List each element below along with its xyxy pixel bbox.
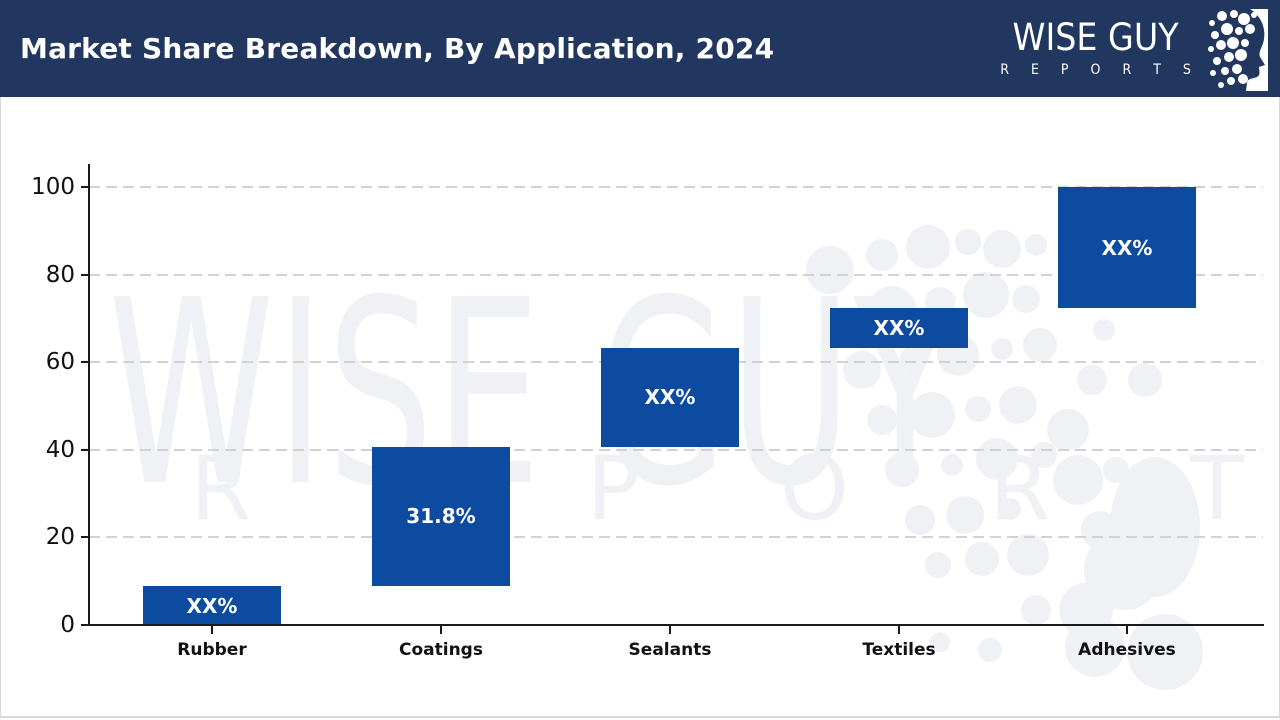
y-tick-label-100: 100 xyxy=(31,174,75,200)
gridline-20 xyxy=(89,536,1263,539)
logo-name: WISE GUY xyxy=(1012,16,1179,59)
page-title: Market Share Breakdown, By Application, … xyxy=(20,32,775,65)
y-axis-line xyxy=(88,164,90,625)
bar-sealants xyxy=(601,348,739,447)
x-tick-label-rubber: Rubber xyxy=(177,640,247,660)
bar-coatings xyxy=(372,446,510,586)
y-tick-20 xyxy=(81,536,89,539)
logo-text: WISE GUY R E P O R T S xyxy=(991,19,1200,78)
bar-label-adhesives: XX% xyxy=(1101,235,1153,260)
left-border xyxy=(0,97,1,717)
y-tick-label-80: 80 xyxy=(45,261,75,288)
bar-textiles xyxy=(830,308,968,349)
x-tick-sealants xyxy=(669,626,671,634)
logo-tagline: R E P O R T S xyxy=(1000,62,1200,78)
logo-head-icon xyxy=(1208,8,1268,91)
x-tick-label-adhesives: Adhesives xyxy=(1078,640,1176,660)
chart-area: WISE GUY R E P O R T S xyxy=(0,97,1280,720)
bottom-border xyxy=(0,716,1280,718)
y-tick-label-60: 60 xyxy=(45,349,75,376)
x-axis-line xyxy=(88,624,1264,626)
bar-adhesives xyxy=(1058,187,1196,309)
y-tick-100 xyxy=(81,186,89,188)
watermark-text-1: WISE GUY xyxy=(108,246,958,543)
gridline-80 xyxy=(89,273,1263,276)
watermark-head-icon xyxy=(806,225,1203,690)
bar-label-rubber: XX% xyxy=(186,593,238,618)
x-tick-textiles xyxy=(898,626,900,634)
y-tick-80 xyxy=(81,273,89,276)
x-tick-coatings xyxy=(440,626,442,634)
gridline-40 xyxy=(89,448,1263,451)
x-tick-label-sealants: Sealants xyxy=(628,640,712,660)
header-bar: Market Share Breakdown, By Application, … xyxy=(0,0,1280,97)
x-tick-adhesives xyxy=(1126,626,1128,634)
x-tick-rubber xyxy=(211,626,213,634)
watermark: WISE GUY R E P O R T S xyxy=(0,97,1280,720)
bar-label-textiles: XX% xyxy=(873,316,925,341)
gridline-100 xyxy=(89,186,1263,188)
y-tick-60 xyxy=(81,361,89,364)
plot-region: 0 20 40 60 80 100 XX% 31.8% XX% XX% XX% Rubber Coati… xyxy=(0,97,1280,720)
brand-logo: WISE GUY R E P O R T S xyxy=(968,7,1272,91)
y-tick-0 xyxy=(81,624,89,626)
y-tick-40 xyxy=(81,448,89,451)
x-tick-label-textiles: Textiles xyxy=(862,640,936,660)
bar-rubber xyxy=(143,586,281,625)
bar-label-sealants: XX% xyxy=(644,385,696,410)
x-tick-label-coatings: Coatings xyxy=(399,640,483,660)
y-tick-label-40: 40 xyxy=(45,436,75,463)
y-tick-label-20: 20 xyxy=(45,524,75,551)
bar-label-coatings: 31.8% xyxy=(406,504,476,529)
y-tick-label-0: 0 xyxy=(60,612,75,638)
